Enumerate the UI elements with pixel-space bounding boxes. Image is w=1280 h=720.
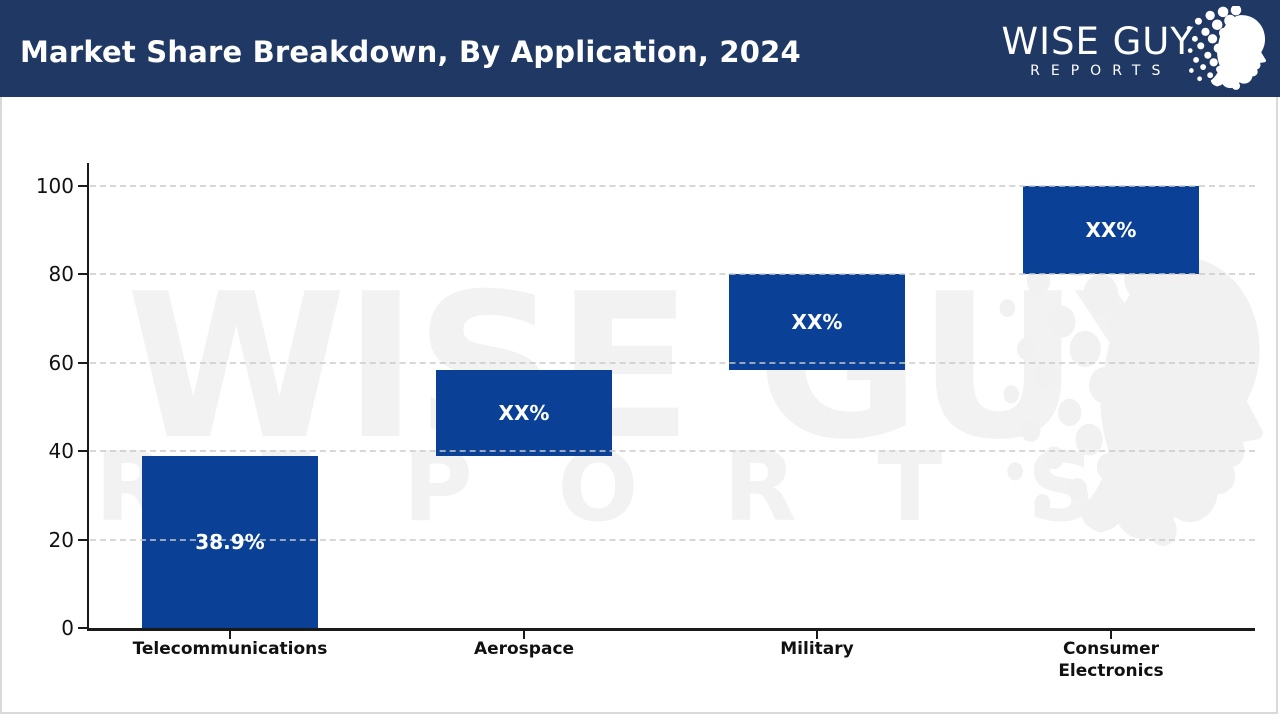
category-label-line: Consumer <box>1062 639 1160 659</box>
gridline-20 <box>90 538 1255 541</box>
bar-value-label-1: 38.9% <box>195 530 265 555</box>
y-tick-40 <box>78 450 87 453</box>
x-tick-4 <box>1110 631 1112 639</box>
x-tick-2 <box>523 631 525 639</box>
gridline-100 <box>90 185 1255 187</box>
gridline-60 <box>90 361 1255 364</box>
chart-frame-border <box>0 97 1278 714</box>
category-label-line: Military <box>780 639 854 659</box>
category-label-telecommunications: Telecommunications <box>110 638 350 660</box>
y-tick-label-100: 100 <box>35 174 74 198</box>
gridline-40 <box>90 450 1255 453</box>
x-tick-3 <box>816 631 818 639</box>
x-axis-line <box>87 628 1255 631</box>
y-tick-20 <box>78 538 87 541</box>
category-label-line: Electronics <box>1058 661 1164 681</box>
gridline-80 <box>90 273 1255 276</box>
brand-tagline: REPORTS <box>1030 62 1172 79</box>
bar-value-label-2: XX% <box>498 401 550 426</box>
y-tick-label-40: 40 <box>48 439 74 464</box>
y-tick-label-0: 0 <box>61 616 74 640</box>
category-label-consumer-electronics: Consumer Electronics <box>991 638 1231 682</box>
category-label-military: Military <box>697 638 937 660</box>
y-tick-100 <box>78 185 87 187</box>
y-tick-label-80: 80 <box>48 262 74 287</box>
brand-name: WISE GUY <box>1001 19 1194 63</box>
y-tick-80 <box>78 273 87 276</box>
bar-value-label-3: XX% <box>791 309 843 334</box>
bar-military <box>729 273 905 371</box>
header-bar: Market Share Breakdown, By Application, … <box>0 0 1280 97</box>
y-tick-60 <box>78 361 87 364</box>
brand-logo-text: WISE GUY REPORTS <box>1001 19 1194 79</box>
brand-logo: WISE GUY REPORTS <box>1002 6 1270 94</box>
category-label-aerospace: Aerospace <box>404 638 644 660</box>
y-axis-line <box>87 163 89 630</box>
category-label-line: Aerospace <box>473 639 575 659</box>
y-tick-0 <box>78 627 87 629</box>
bar-value-label-4: XX% <box>1085 217 1137 242</box>
category-label-line: Telecommunications <box>132 639 328 659</box>
bar-telecommunications <box>142 456 318 628</box>
brand-face-icon <box>1182 6 1270 94</box>
y-tick-label-20: 20 <box>48 527 74 552</box>
bar-aerospace <box>436 370 612 457</box>
x-tick-1 <box>229 631 231 639</box>
page-title: Market Share Breakdown, By Application, … <box>20 35 801 69</box>
y-tick-label-60: 60 <box>48 350 74 375</box>
